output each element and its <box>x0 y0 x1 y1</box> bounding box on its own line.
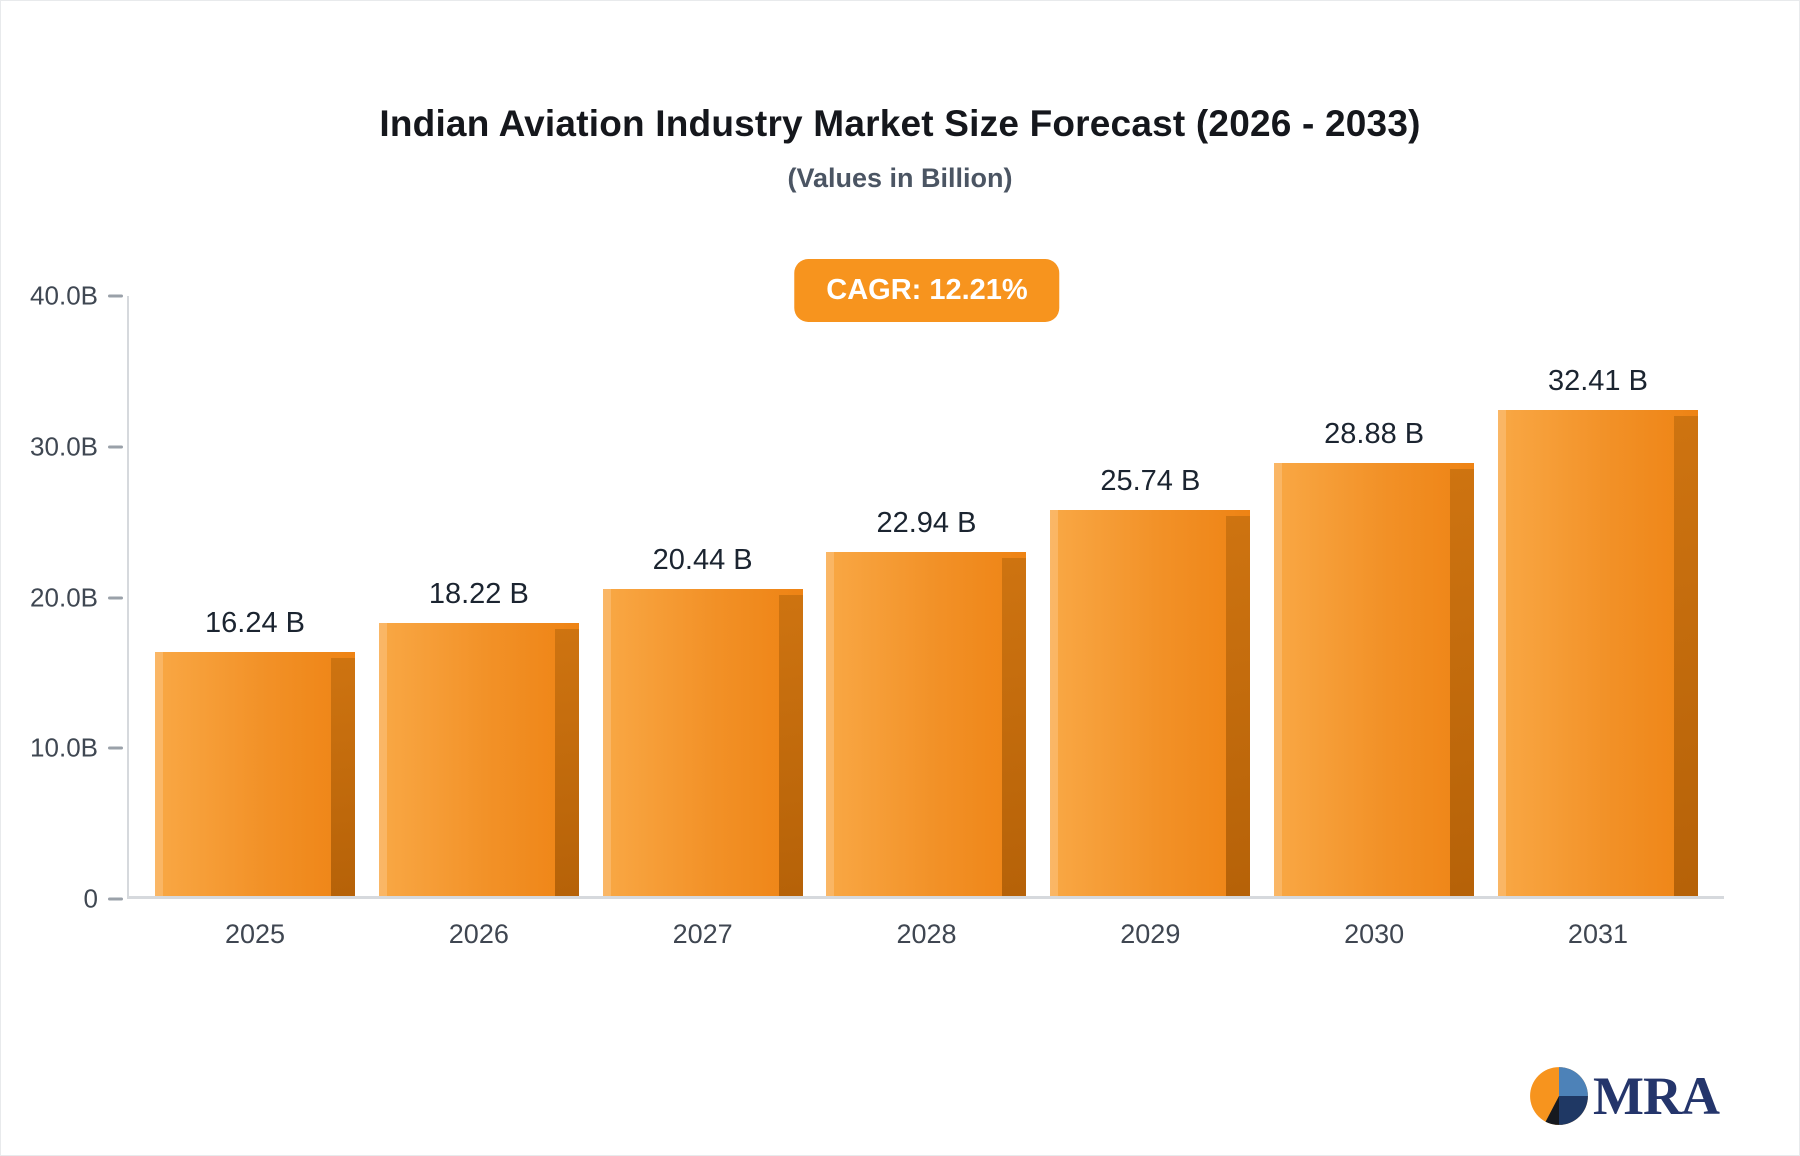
bar-group: 18.22 B 2026 <box>378 296 579 949</box>
x-axis-label: 2029 <box>1120 919 1181 949</box>
bar-value-label: 22.94 B <box>876 506 977 539</box>
x-axis-label: 2027 <box>672 919 733 949</box>
y-tick-mark <box>108 294 123 298</box>
chart-subtitle: (Values in Billion) <box>787 163 1013 193</box>
bar-group: 20.44 B 2027 <box>602 296 803 949</box>
y-tick-label: 10.0B <box>30 732 98 763</box>
bar-value-label: 32.41 B <box>1547 364 1648 397</box>
brand-logo: MRA <box>1528 1065 1720 1127</box>
bar-group: 16.24 B 2025 <box>155 296 355 949</box>
bar[interactable] <box>378 622 579 897</box>
logo-text: MRA <box>1593 1066 1720 1126</box>
y-tick-label: 30.0B <box>30 431 98 462</box>
y-tick: 0 <box>84 884 123 915</box>
y-tick: 40.0B <box>30 281 123 312</box>
bar-value-label: 16.24 B <box>205 607 305 640</box>
bar-value-label: 20.44 B <box>652 544 753 577</box>
bars-container: 16.24 B 2025 18.22 B 2026 20.44 B 2027 22.94 B… <box>129 296 1724 949</box>
bar-group: 28.88 B 2030 <box>1274 296 1475 949</box>
bar-group: 32.41 B 2031 <box>1497 296 1698 949</box>
y-tick-mark <box>108 897 123 901</box>
y-tick: 20.0B <box>30 582 123 613</box>
bar-value-label: 18.22 B <box>428 577 529 610</box>
y-tick-label: 20.0B <box>30 582 98 612</box>
bar[interactable] <box>602 589 803 896</box>
bar-value-label: 28.88 B <box>1324 417 1425 450</box>
bar[interactable] <box>155 652 355 896</box>
logo-pie-icon <box>1530 1067 1588 1125</box>
bar[interactable] <box>1274 462 1475 897</box>
x-axis-label: 2028 <box>896 919 957 949</box>
y-tick: 10.0B <box>30 733 123 764</box>
y-tick-label: 40.0B <box>30 280 98 311</box>
bar-value-label: 25.74 B <box>1100 464 1201 497</box>
bar[interactable] <box>1050 509 1251 897</box>
y-tick: 30.0B <box>30 431 123 462</box>
bar-group: 25.74 B 2029 <box>1050 296 1251 949</box>
plot-area: 40.0B 30.0B 20.0B 10.0B 0 16.24 B 2025 18.22 B… <box>30 281 1724 949</box>
x-axis-label: 2031 <box>1567 919 1628 949</box>
x-axis-label: 2026 <box>448 919 509 949</box>
bar[interactable] <box>826 551 1027 897</box>
x-axis-label: 2030 <box>1344 919 1405 949</box>
cagr-badge: CAGR: 12.21% <box>794 259 1060 322</box>
y-axis: 40.0B 30.0B 20.0B 10.0B 0 <box>30 281 129 914</box>
y-tick-mark <box>108 445 123 449</box>
y-tick-label: 0 <box>83 883 98 914</box>
y-tick-mark <box>108 746 123 750</box>
chart-title: Indian Aviation Industry Market Size For… <box>379 103 1421 144</box>
bar[interactable] <box>1497 409 1698 897</box>
bar-group: 22.94 B 2028 <box>826 296 1027 949</box>
x-axis-label: 2025 <box>224 919 286 949</box>
y-tick-mark <box>108 596 123 599</box>
